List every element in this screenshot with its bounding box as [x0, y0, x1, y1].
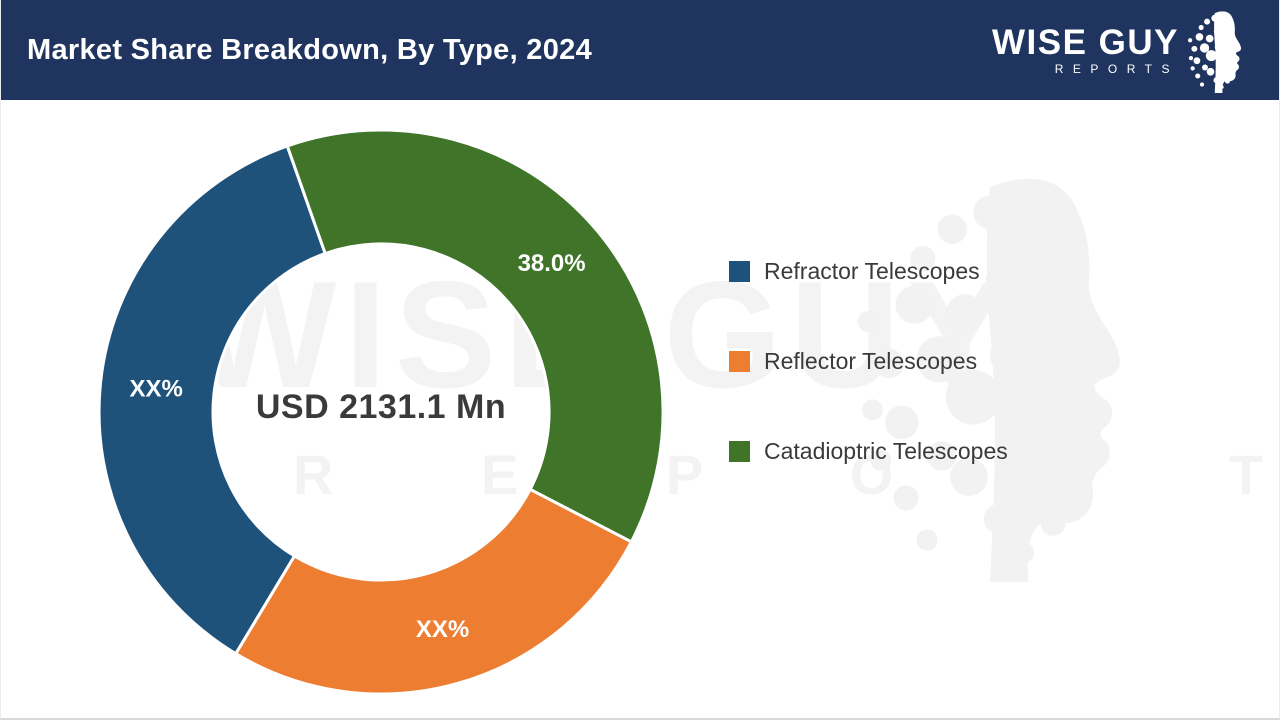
- logo-face-icon: [1187, 10, 1242, 93]
- wise-guy-logo: WISE GUY REPORTS: [992, 8, 1253, 93]
- donut-slice-reflector-telescopes[interactable]: [233, 487, 634, 696]
- legend-swatch-refractor: [729, 260, 750, 282]
- legend-item-catadioptric[interactable]: Catadioptric Telescopes: [729, 438, 1008, 464]
- slice-percent-label: 38.0%: [518, 250, 586, 277]
- logo-wordmark: WISE GUY: [991, 23, 1179, 62]
- legend-swatch-reflector: [729, 350, 750, 372]
- legend: Refractor Telescopes Reflector Telescope…: [729, 258, 1008, 464]
- legend-item-reflector[interactable]: Reflector Telescopes: [729, 348, 1008, 374]
- legend-label: Reflector Telescopes: [764, 348, 978, 374]
- donut-center-value: USD 2131.1 Mn: [255, 388, 507, 426]
- legend-label: Refractor Telescopes: [764, 258, 980, 284]
- slice-percent-label: XX%: [416, 616, 469, 643]
- logo-subtitle: REPORTS: [1054, 62, 1179, 76]
- donut-slice-refractor-telescopes[interactable]: [97, 144, 328, 656]
- slice-percent-label: XX%: [130, 376, 183, 403]
- legend-swatch-catadioptric: [729, 440, 750, 462]
- legend-item-refractor[interactable]: Refractor Telescopes: [729, 258, 1008, 284]
- header: Market Share Breakdown, By Type, 2024 WI…: [1, 0, 1279, 100]
- legend-label: Catadioptric Telescopes: [764, 438, 1008, 464]
- logo-text: WISE GUY REPORTS: [992, 25, 1179, 75]
- donut-slice-catadioptric-telescopes[interactable]: [285, 128, 665, 544]
- page-title: Market Share Breakdown, By Type, 2024: [27, 33, 593, 66]
